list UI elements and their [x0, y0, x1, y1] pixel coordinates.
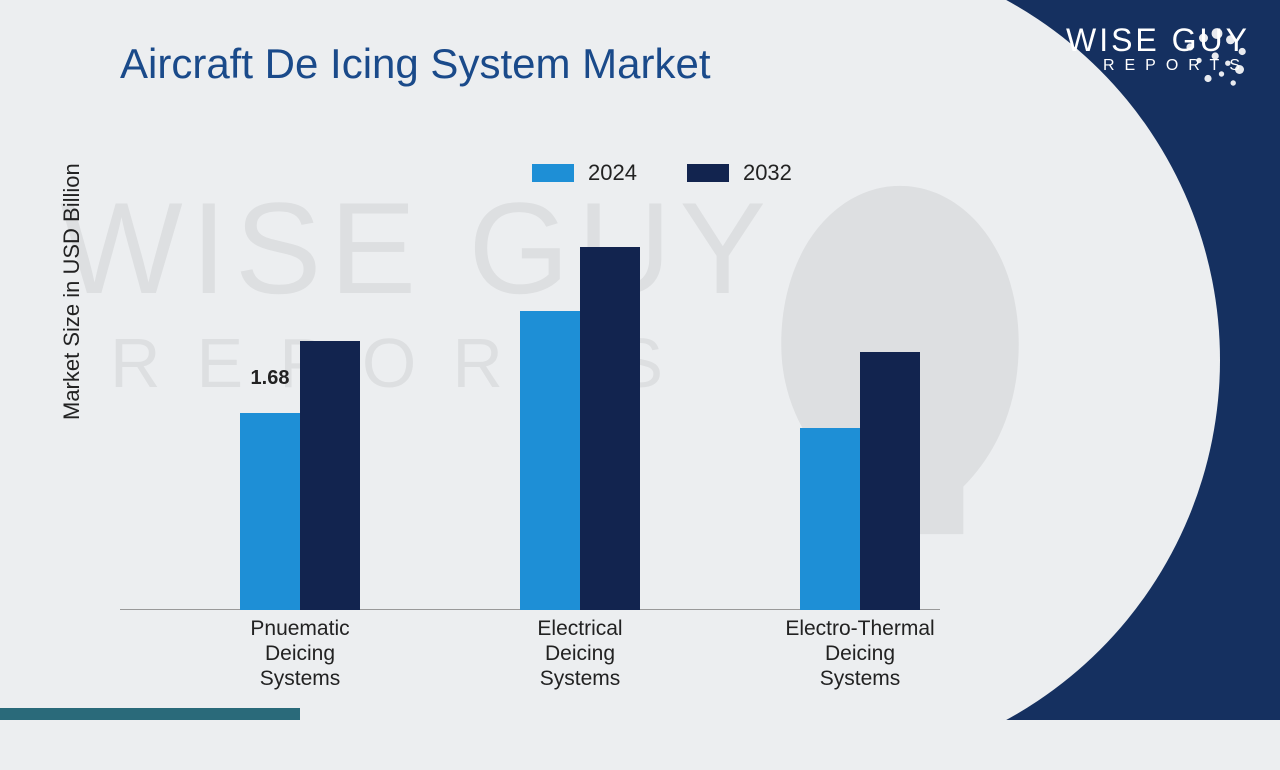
plot-area: PnuematicDeicingSystemsElectricalDeicing…	[120, 200, 940, 610]
legend-swatch-2024	[532, 164, 574, 182]
category-label: PnuematicDeicingSystems	[200, 610, 400, 692]
category-label: ElectricalDeicingSystems	[480, 610, 680, 692]
bar	[240, 413, 300, 610]
y-axis-label: Market Size in USD Billion	[59, 163, 85, 420]
bar-group: Electro-ThermalDeicingSystems	[800, 352, 920, 610]
legend-label-2032: 2032	[743, 160, 792, 186]
bar	[300, 341, 360, 610]
legend-swatch-2032	[687, 164, 729, 182]
chart-title: Aircraft De Icing System Market	[120, 40, 710, 88]
legend-item-2024: 2024	[532, 160, 637, 186]
bar	[580, 247, 640, 610]
category-label: Electro-ThermalDeicingSystems	[760, 610, 960, 692]
bar	[800, 428, 860, 610]
brand-logo: WISE GUY REPORTS	[1066, 22, 1250, 75]
brand-line2: REPORTS	[1066, 57, 1250, 75]
footer-accent-bar	[0, 708, 300, 720]
value-label: 1.68	[251, 367, 290, 390]
brand-line1: WISE GUY	[1066, 22, 1250, 59]
bar	[860, 352, 920, 610]
bar	[520, 311, 580, 610]
bar-group: ElectricalDeicingSystems	[520, 247, 640, 610]
legend-item-2032: 2032	[687, 160, 792, 186]
legend-label-2024: 2024	[588, 160, 637, 186]
chart-area: Market Size in USD Billion 2024 2032 Pnu…	[72, 160, 952, 680]
legend: 2024 2032	[532, 160, 792, 186]
